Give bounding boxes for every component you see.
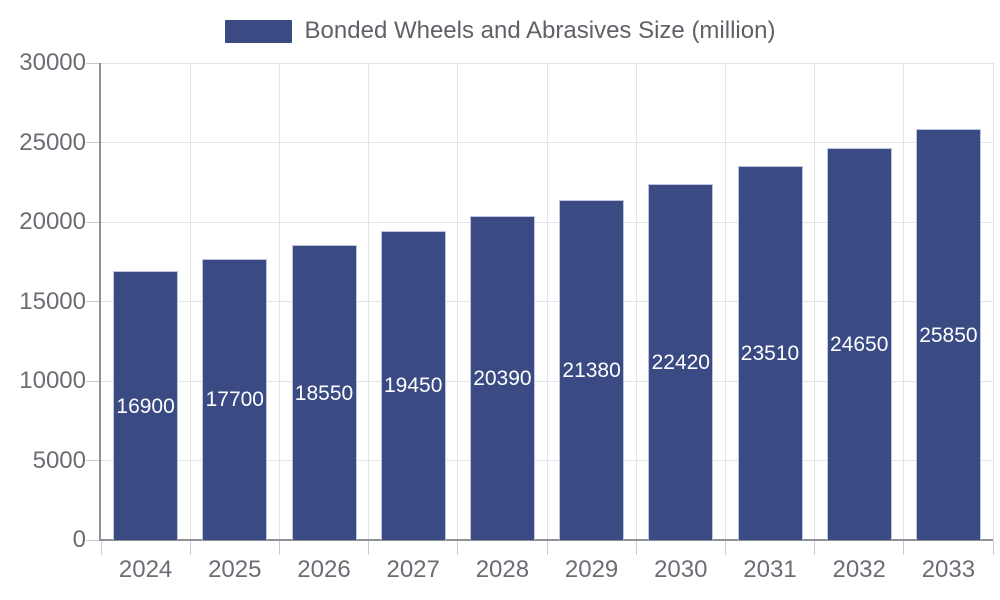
bar-value-label: 17700: [205, 388, 264, 412]
x-axis-tick: [814, 541, 816, 555]
x-axis-label: 2024: [118, 556, 173, 583]
x-axis-label: 2033: [921, 556, 976, 583]
x-gridline: [635, 63, 637, 540]
x-gridline: [814, 63, 816, 540]
bar-value-label: 24650: [829, 333, 889, 357]
legend-swatch-icon: [224, 19, 292, 43]
y-axis-label: 15000: [19, 287, 86, 315]
y-axis-label: 25000: [19, 128, 86, 156]
bar-value-label: 25850: [919, 323, 978, 347]
legend-label: Bonded Wheels and Abrasives Size (millio…: [304, 17, 776, 44]
y-axis-tick: [86, 460, 100, 461]
x-axis-tick: [368, 541, 370, 555]
x-axis-tick: [724, 541, 726, 555]
x-gridline: [368, 63, 370, 540]
y-axis-tick: [86, 301, 100, 302]
x-gridline: [724, 63, 726, 540]
x-axis-tick: [546, 541, 548, 555]
y-axis-tick: [86, 221, 100, 223]
x-axis-label: 2025: [208, 556, 262, 583]
x-axis-tick: [278, 541, 280, 555]
y-axis-label: 20000: [19, 208, 86, 235]
x-axis-label: 2027: [386, 556, 440, 583]
bar-value-label: 16900: [116, 394, 175, 418]
x-axis-label: 2031: [743, 556, 797, 583]
bar-2024[interactable]: 16900: [113, 271, 179, 540]
x-axis-tick: [189, 541, 191, 555]
x-axis-tick: [100, 541, 102, 555]
bar-2030[interactable]: 22420: [648, 183, 714, 540]
x-gridline: [992, 63, 994, 540]
x-axis-label: 2032: [832, 556, 886, 583]
bar-value-label: 18550: [294, 381, 354, 405]
x-axis-tick: [457, 541, 459, 555]
bar-value-label: 23510: [740, 342, 800, 366]
x-gridline: [189, 63, 191, 540]
y-axis-line: [99, 63, 101, 540]
y-axis-label: 5000: [32, 446, 86, 474]
bar-2033[interactable]: 25850: [915, 129, 981, 540]
bar-2027[interactable]: 19450: [380, 230, 446, 540]
x-axis-tick: [635, 541, 637, 555]
x-axis-label: 2029: [564, 556, 619, 583]
legend[interactable]: Bonded Wheels and Abrasives Size (millio…: [0, 17, 1000, 44]
plot-area: 0 5000 10000 15000 20000 25000 30000 16900 2024 1…: [19, 51, 994, 582]
bar-value-label: 21380: [562, 359, 621, 383]
x-gridline: [546, 63, 548, 540]
y-axis-tick: [86, 142, 100, 143]
x-axis-label: 2026: [297, 556, 351, 583]
y-axis-tick: [86, 380, 100, 382]
bar-value-label: 22420: [651, 350, 710, 374]
bar-2026[interactable]: 18550: [291, 245, 357, 540]
x-axis-label: 2030: [654, 556, 708, 583]
x-axis-line: [99, 539, 993, 541]
x-gridline: [278, 63, 280, 540]
x-gridline: [903, 63, 905, 540]
x-gridline: [457, 63, 459, 540]
y-axis-label: 0: [72, 526, 86, 553]
bar-2025[interactable]: 17700: [202, 258, 268, 540]
bar-2031[interactable]: 23510: [737, 166, 803, 540]
x-axis-tick: [903, 541, 905, 555]
x-axis-label: 2028: [475, 556, 530, 583]
y-axis-tick: [86, 62, 100, 64]
bar-value-label: 20390: [473, 366, 532, 390]
x-axis-tick: [992, 541, 994, 555]
y-axis-label: 30000: [19, 49, 86, 76]
y-axis-tick: [86, 539, 100, 541]
bar-2032[interactable]: 24650: [826, 148, 892, 540]
bar-2028[interactable]: 20390: [469, 215, 535, 540]
y-axis-label: 10000: [19, 367, 86, 394]
bar-2029[interactable]: 21380: [559, 200, 625, 540]
bar-value-label: 19450: [383, 374, 443, 398]
